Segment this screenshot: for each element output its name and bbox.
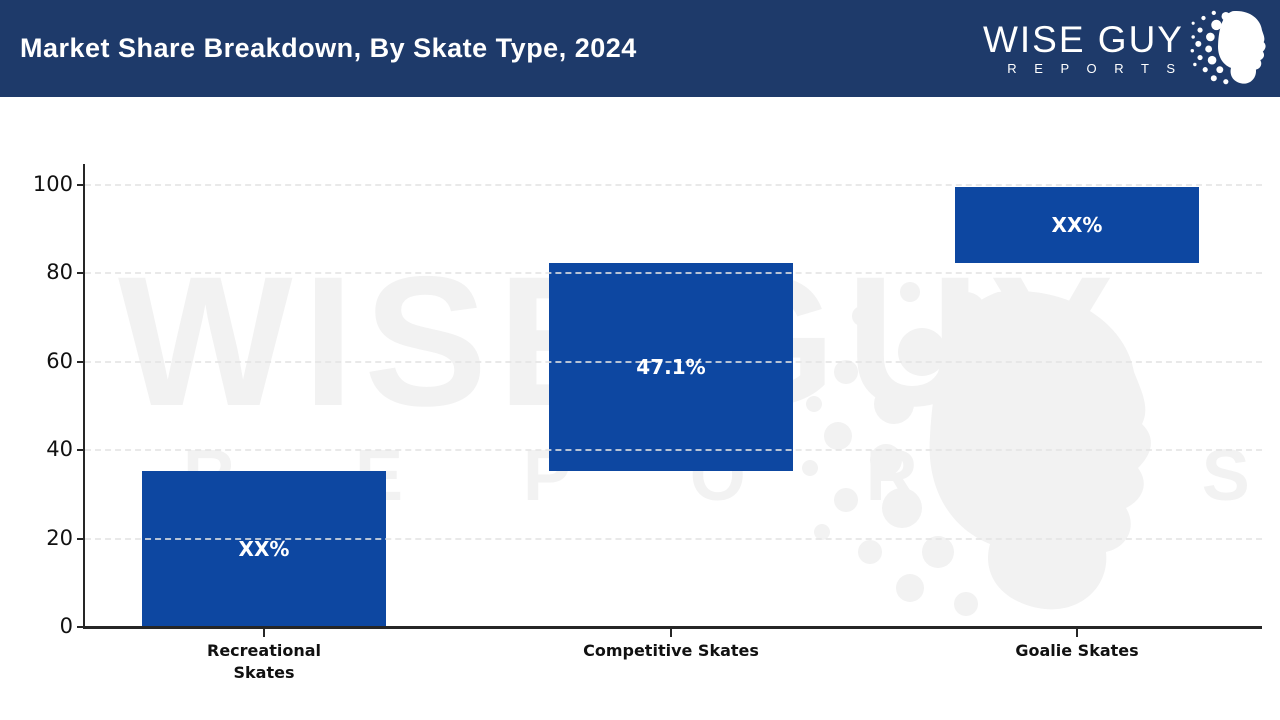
logo-head-icon (1190, 10, 1266, 84)
header: Market Share Breakdown, By Skate Type, 2… (0, 0, 1280, 97)
chart-area: WISE GUY R E P O R T S 0 20 40 60 80 100 XX% Re… (0, 97, 1280, 720)
x-tick-mark (1076, 629, 1078, 637)
x-tick-label: Recreational Skates (207, 641, 321, 682)
logo-subtitle: R E P O R T S (1007, 61, 1182, 76)
y-tick-label: 100 (32, 172, 73, 196)
bar (955, 186, 1199, 263)
logo-wordmark: WISE GUY (982, 19, 1184, 60)
y-tick-mark (77, 184, 85, 186)
y-tick-label: 60 (46, 348, 73, 373)
grid-line (85, 272, 1262, 275)
x-tick-mark (263, 629, 265, 637)
y-axis-line (83, 164, 85, 629)
x-tick-label: Goalie Skates (1015, 641, 1139, 660)
bar-label: 47.1% (636, 354, 706, 379)
x-tick-label: Competitive Skates (583, 641, 759, 660)
grid-line (85, 184, 1262, 186)
y-tick-mark (77, 449, 85, 452)
y-tick-label: 80 (46, 260, 73, 285)
bar (142, 470, 386, 627)
bar-label: XX% (238, 536, 290, 561)
bar-label: XX% (1051, 212, 1103, 237)
bar (549, 262, 793, 471)
grid-line (85, 537, 1262, 540)
y-tick-label: 0 (59, 614, 73, 638)
y-tick-label: 40 (46, 437, 73, 462)
y-tick-label: 20 (46, 525, 73, 550)
logo-text: WISE GUY R E P O R T S (983, 21, 1184, 76)
watermark-head-icon (802, 282, 1151, 616)
y-tick-mark (77, 537, 85, 540)
x-axis-line (85, 626, 1262, 629)
grid-line (85, 360, 1262, 363)
y-tick-mark (77, 360, 85, 363)
x-tick-mark (670, 629, 672, 637)
wise-guy-logo: WISE GUY R E P O R T S (983, 5, 1274, 93)
grid-line (85, 449, 1262, 452)
page-title: Market Share Breakdown, By Skate Type, 2… (20, 33, 637, 63)
y-tick-mark (77, 626, 85, 628)
y-tick-mark (77, 272, 85, 275)
